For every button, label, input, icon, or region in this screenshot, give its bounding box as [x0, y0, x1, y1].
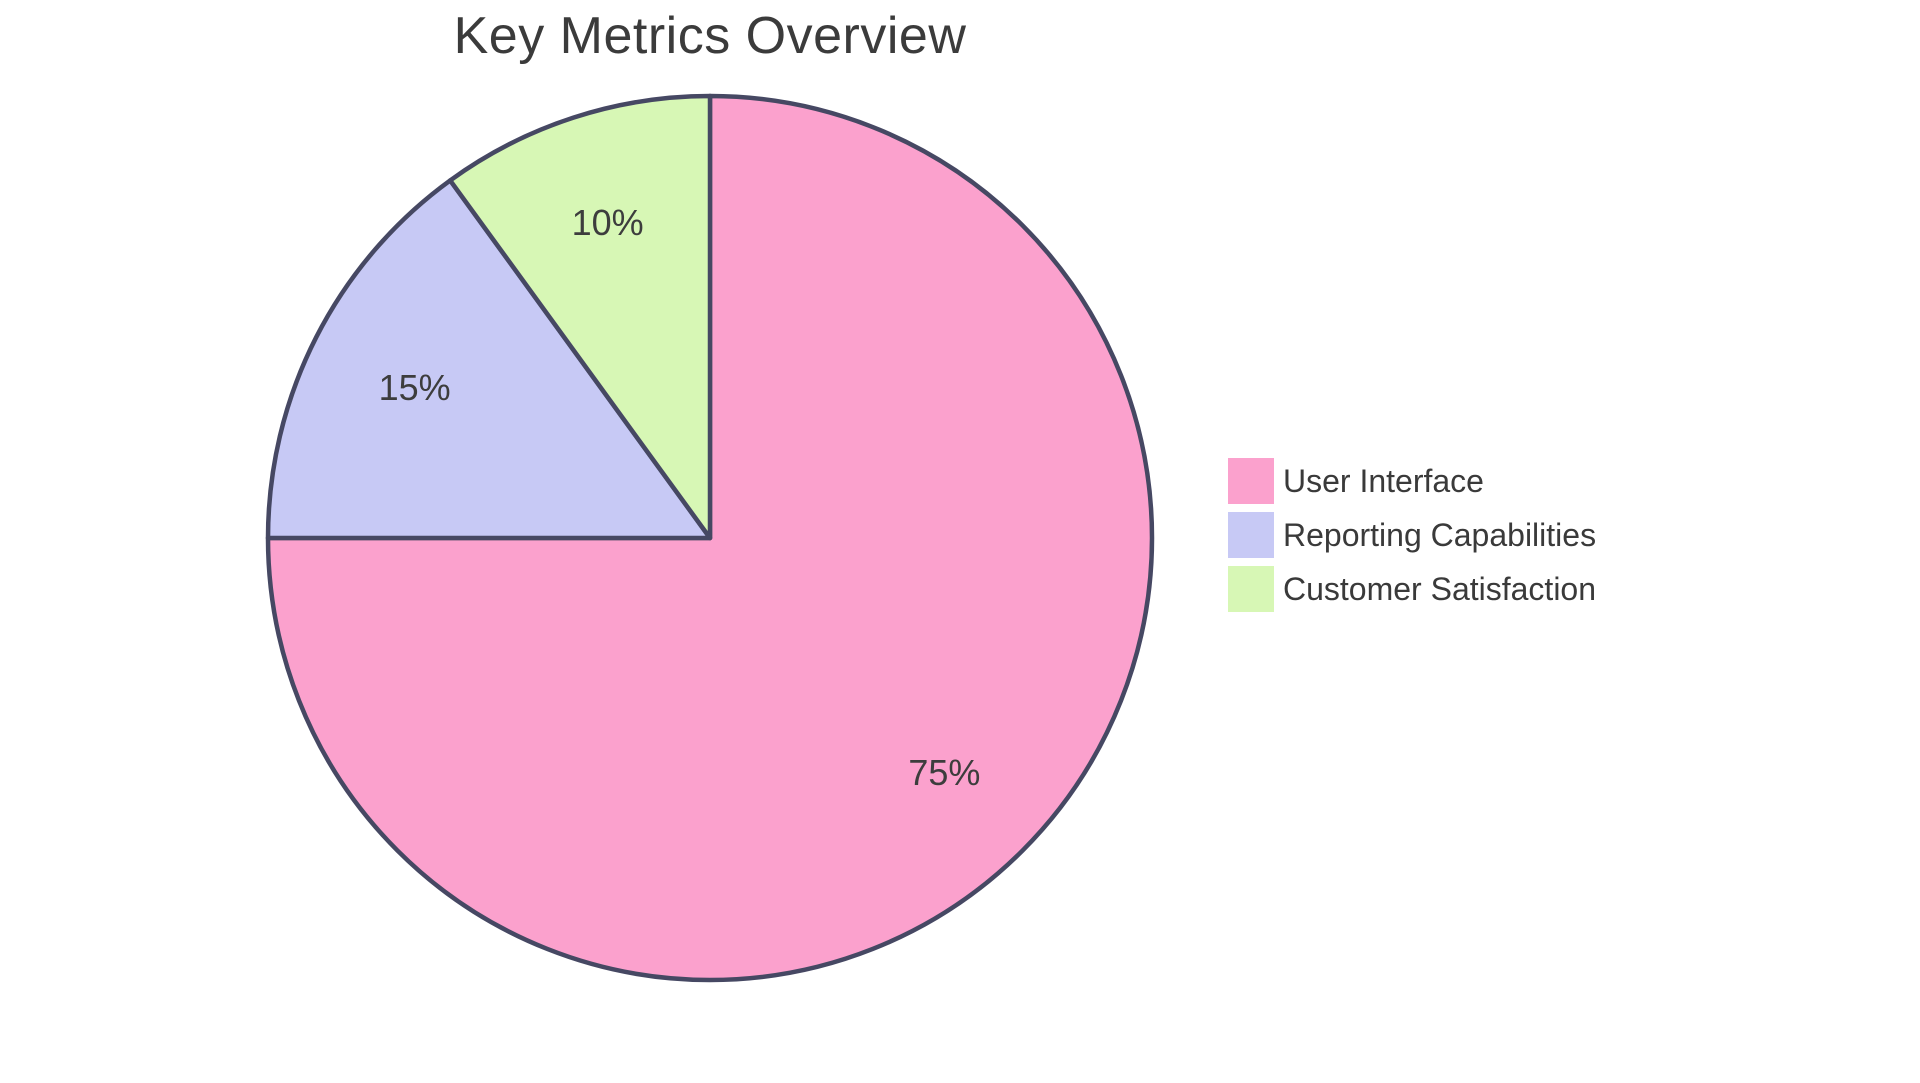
legend-swatch-user-interface	[1228, 458, 1274, 504]
pie-slice-reporting-capabilities	[265, 178, 713, 541]
slice-percent-label: 75%	[908, 752, 980, 793]
pie-chart: 75% 15% 10%	[265, 93, 1155, 983]
legend-label: Reporting Capabilities	[1283, 517, 1597, 553]
legend-item: User Interface	[1228, 458, 1596, 504]
legend-label: Customer Satisfaction	[1283, 571, 1597, 607]
legend-swatch-customer-satisfaction	[1228, 566, 1274, 612]
legend-label: User Interface	[1283, 463, 1484, 499]
slice-percent-label: 15%	[379, 367, 451, 408]
legend-item: Customer Satisfaction	[1228, 566, 1596, 612]
slice-percent-label: 10%	[572, 202, 644, 243]
pie-slice-customer-satisfaction	[447, 93, 713, 541]
legend: User Interface Reporting Capabilities Cu…	[1228, 458, 1596, 620]
chart-title: Key Metrics Overview	[453, 7, 967, 65]
legend-item: Reporting Capabilities	[1228, 512, 1596, 558]
legend-swatch-reporting-capabilities	[1228, 512, 1274, 558]
pie-slice-user-interface	[265, 93, 1155, 983]
